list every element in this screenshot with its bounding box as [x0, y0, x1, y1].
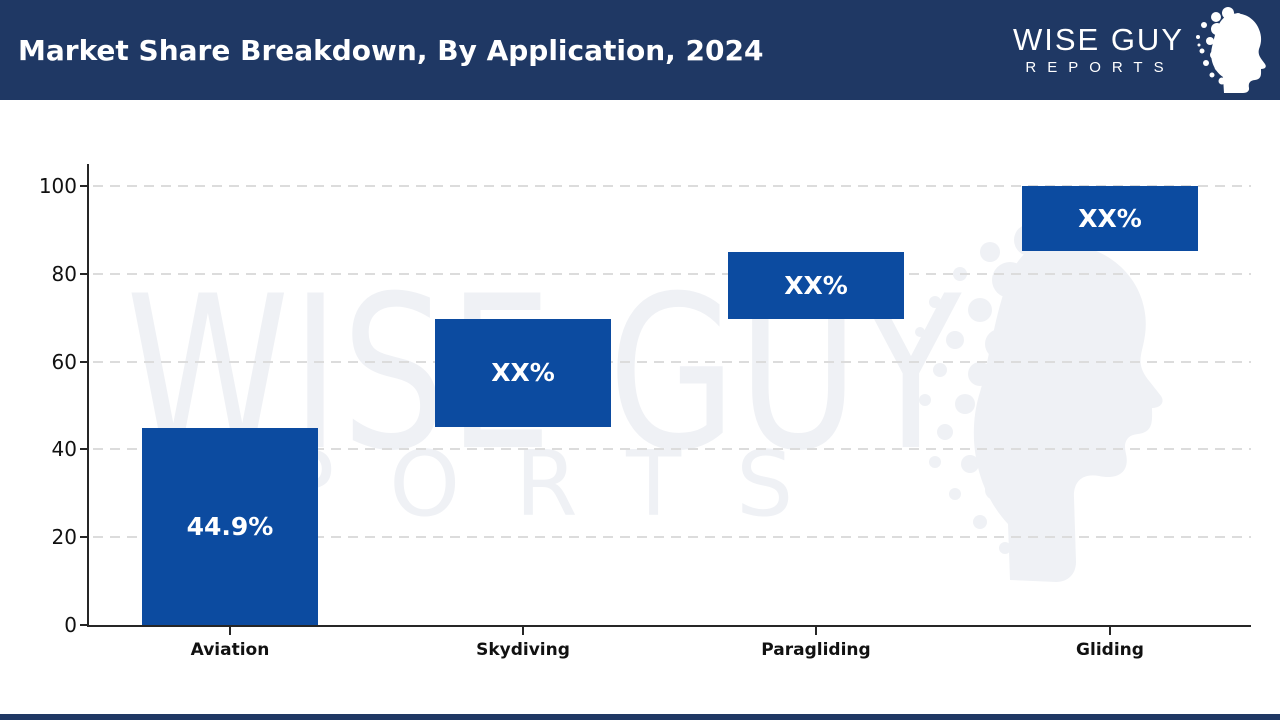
bar-skydiving: XX%	[435, 319, 611, 427]
wise-guy-logo: WISE GUY REPORTS	[1013, 7, 1270, 93]
x-axis-tick-0	[229, 627, 231, 635]
y-tick-label-60: 60	[51, 350, 77, 374]
gridline-80	[93, 273, 1251, 275]
y-tick-label-0: 0	[64, 613, 77, 637]
y-tick-label-80: 80	[51, 262, 77, 286]
bar-aviation: 44.9%	[142, 428, 318, 625]
x-axis-tick-3	[1109, 627, 1111, 635]
y-axis-line	[87, 164, 89, 627]
x-axis-line	[87, 625, 1251, 627]
y-tick-label-40: 40	[51, 437, 77, 461]
y-axis-tick-80	[80, 273, 89, 275]
gridline-60	[93, 361, 1251, 363]
y-axis-tick-100	[80, 185, 89, 187]
bar-gliding: XX%	[1022, 186, 1198, 251]
watermark-subtext: PORTS	[280, 432, 849, 537]
footer-bar	[0, 714, 1280, 720]
x-category-label-gliding: Gliding	[1076, 640, 1144, 660]
logo-head-icon	[1196, 7, 1266, 93]
gridline-100	[93, 185, 1251, 187]
bar-paragliding: XX%	[728, 252, 904, 319]
x-category-label-aviation: Aviation	[190, 640, 270, 660]
y-tick-label-100: 100	[38, 174, 77, 198]
logo-brand-subtext: REPORTS	[1025, 59, 1175, 76]
logo-wordmark: WISE GUY REPORTS	[1013, 24, 1184, 76]
x-category-label-skydiving: Skydiving	[476, 640, 570, 660]
x-axis-tick-2	[815, 627, 817, 635]
y-tick-label-20: 20	[51, 525, 77, 549]
gridline-40	[93, 448, 1251, 450]
gridline-20	[93, 536, 1251, 538]
x-category-label-paragliding: Paragliding	[761, 640, 871, 660]
y-axis-tick-20	[80, 536, 89, 538]
page-title: Market Share Breakdown, By Application, …	[18, 33, 764, 67]
y-axis-tick-60	[80, 361, 89, 363]
logo-brand-name: WISE GUY	[1012, 22, 1184, 57]
y-axis-tick-40	[80, 448, 89, 450]
header-bar: Market Share Breakdown, By Application, …	[0, 0, 1280, 100]
y-axis-tick-0	[80, 624, 89, 626]
x-axis-tick-1	[522, 627, 524, 635]
